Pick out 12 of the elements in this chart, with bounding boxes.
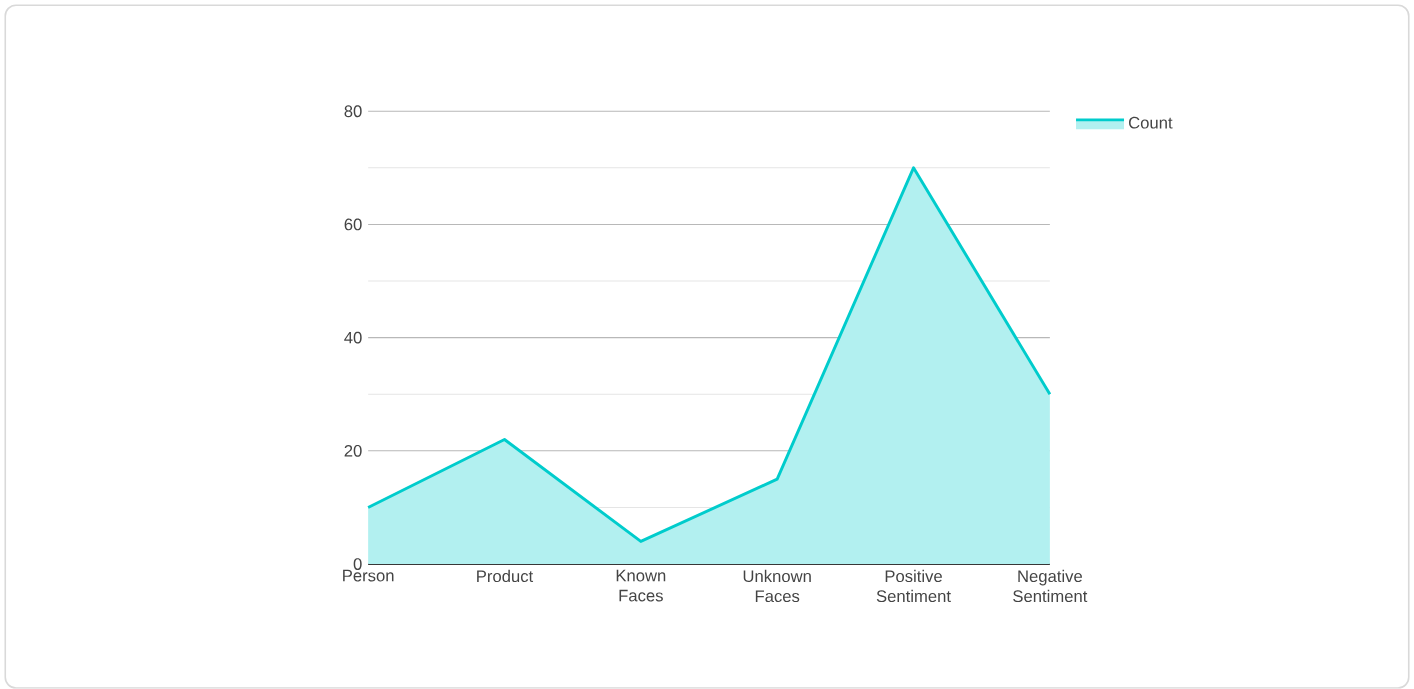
y-tick-label: 20 <box>344 445 362 457</box>
x-tick-label: Person <box>343 569 394 582</box>
x-tick-label: Product <box>477 569 534 583</box>
y-tick-label: 40 <box>344 331 362 344</box>
x-tick-label: Positive Sentiment <box>876 569 951 603</box>
y-tick-label: 60 <box>344 218 362 231</box>
legend-label: Count <box>1128 116 1173 129</box>
y-tick-label: 0 <box>353 558 362 571</box>
y-tick-label: 80 <box>344 105 362 118</box>
x-tick-label: Negative Sentiment <box>1013 569 1088 603</box>
x-tick-label: Unknown Faces <box>743 569 811 603</box>
x-tick-label: Known Faces <box>616 569 666 602</box>
